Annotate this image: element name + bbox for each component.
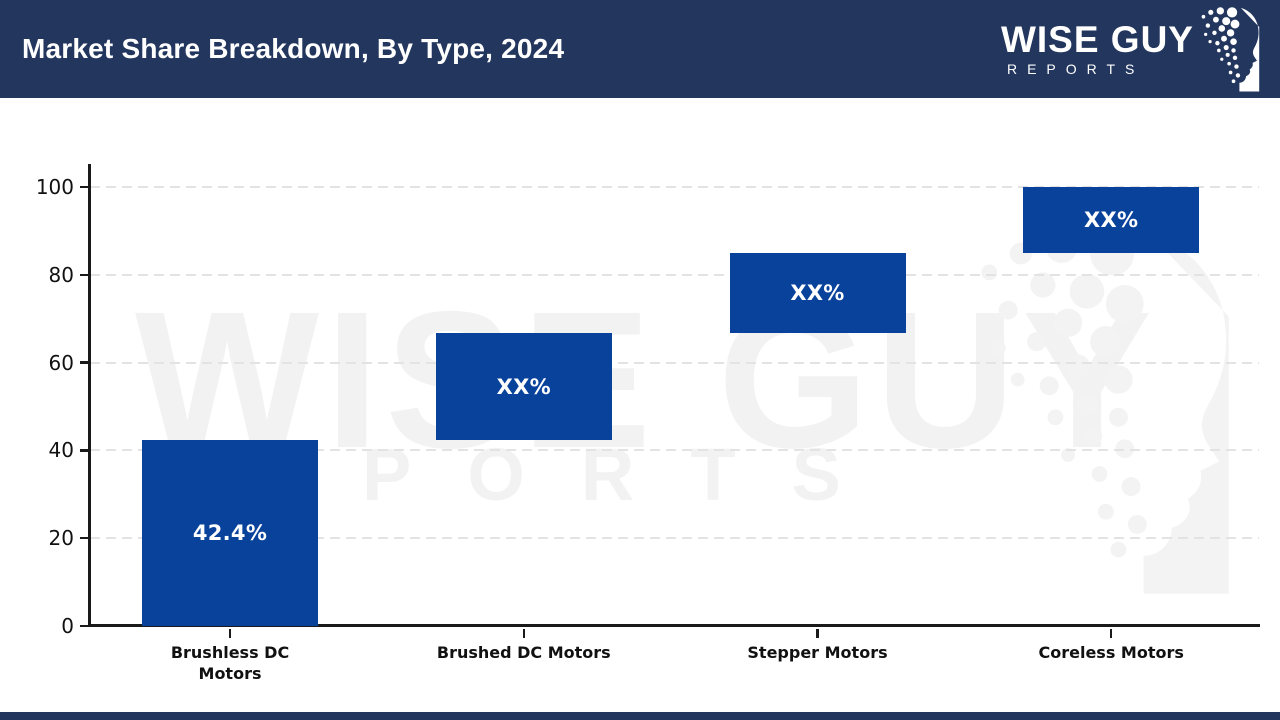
bar-segment: XX% <box>729 252 906 334</box>
x-axis-category-label: Brushless DC Motors <box>170 643 290 684</box>
gridline-20 <box>90 537 1259 540</box>
x-tick-2 <box>816 629 819 638</box>
gridline-40 <box>90 449 1259 452</box>
x-tick-3 <box>1109 629 1113 638</box>
y-tick-40 <box>80 449 89 452</box>
gridline-60 <box>90 361 1259 364</box>
y-tick-100 <box>80 185 89 189</box>
wise-guy-reports-logo: WISE GUY REPORTS <box>1001 5 1270 93</box>
bar-segment: 42.4% <box>142 439 318 626</box>
bar-value-label: XX% <box>496 374 551 399</box>
chart-title: Market Share Breakdown, By Type, 2024 <box>22 33 565 64</box>
y-tick-60 <box>80 361 89 364</box>
footer-bar <box>0 712 1280 720</box>
bar-value-label: 42.4% <box>192 520 268 545</box>
y-tick-80 <box>80 273 89 277</box>
dotted-head-icon <box>1178 5 1270 93</box>
y-tick-label-80: 80 <box>48 262 74 287</box>
logo-text: WISE GUY REPORTS <box>1001 21 1194 77</box>
y-tick-label-0: 0 <box>61 614 74 638</box>
x-tick-0 <box>228 629 232 638</box>
y-tick-label-60: 60 <box>48 350 74 375</box>
x-axis-category-label: Coreless Motors <box>1038 643 1184 662</box>
y-tick-20 <box>80 536 89 540</box>
bar-value-label: XX% <box>1084 207 1139 232</box>
bar-value-label: XX% <box>790 281 845 305</box>
y-tick-0 <box>80 624 89 628</box>
x-tick-1 <box>522 629 526 638</box>
header-bar: Market Share Breakdown, By Type, 2024 WI… <box>0 0 1280 98</box>
y-tick-label-40: 40 <box>48 438 74 463</box>
waterfall-chart: 0 20 40 60 80 100 42.4% Brushless DC Motors XX% B… <box>0 98 1280 712</box>
bar-segment: XX% <box>1023 187 1200 253</box>
gridline-80 <box>90 273 1259 276</box>
logo-wordmark: WISE GUY <box>1000 19 1194 60</box>
x-axis-category-label: Brushed DC Motors <box>436 643 611 662</box>
logo-subtext: REPORTS <box>1006 61 1145 77</box>
y-axis-line <box>88 164 91 627</box>
bar-segment: XX% <box>435 333 612 440</box>
y-tick-label-100: 100 <box>35 175 74 199</box>
x-axis-category-label: Stepper Motors <box>747 643 888 662</box>
x-axis-line <box>88 624 1260 627</box>
watermark-reports: PORTS <box>362 433 897 516</box>
gridline-100 <box>90 186 1259 188</box>
y-tick-label-20: 20 <box>48 526 74 551</box>
